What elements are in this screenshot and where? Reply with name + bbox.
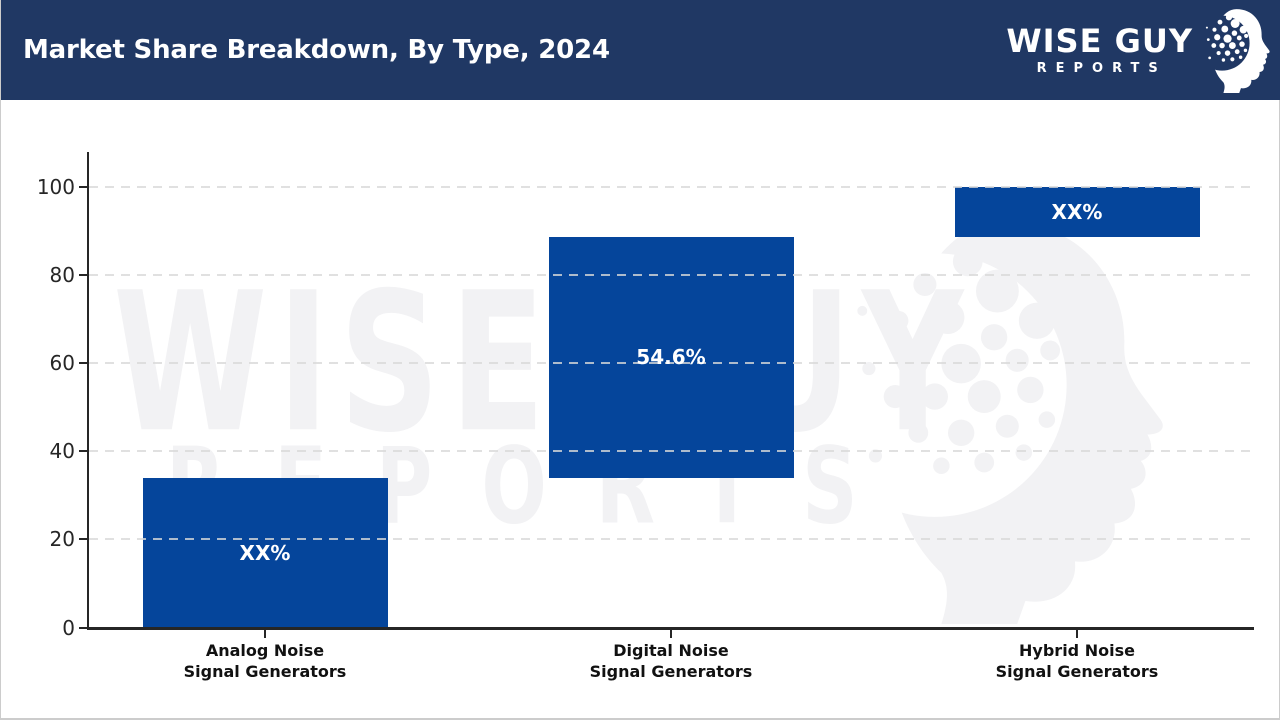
bar-segment [142, 477, 388, 628]
brand-logo: WISE GUY REPORTS [1006, 0, 1193, 100]
brand-logo-subtext: REPORTS [1036, 60, 1167, 76]
bar-value-label: 54.6% [636, 345, 706, 370]
y-tick-mark [79, 361, 87, 364]
bar-value-label: XX% [239, 540, 291, 565]
y-tick-mark [79, 626, 87, 629]
y-tick-label: 40 [49, 439, 75, 464]
bar-segment [548, 236, 794, 478]
x-tick-mark [670, 630, 672, 638]
gridline [89, 361, 1254, 364]
brand-head-icon [1205, 9, 1270, 93]
x-category-label: Analog Noise Signal Generators [105, 640, 425, 682]
x-category-line2: Signal Generators [589, 662, 753, 681]
x-category-line1: Hybrid Noise [1019, 641, 1135, 660]
x-tick-mark [264, 630, 266, 638]
y-tick-mark [79, 538, 87, 541]
x-tick-mark [1076, 630, 1078, 638]
y-tick-mark [79, 185, 87, 188]
gridline [89, 185, 1254, 188]
y-tick-label: 100 [36, 174, 75, 199]
y-tick-mark [79, 273, 87, 276]
y-tick-label: 80 [49, 262, 75, 287]
y-tick-label: 20 [49, 527, 75, 552]
x-category-line1: Analog Noise [205, 641, 325, 660]
y-tick-label: 60 [49, 350, 75, 375]
page-title: Market Share Breakdown, By Type, 2024 [23, 35, 610, 65]
bar-value-label: XX% [1051, 199, 1103, 224]
x-category-line2: Signal Generators [995, 662, 1159, 681]
gridline [89, 273, 1254, 276]
x-category-line1: Digital Noise [613, 641, 729, 660]
brand-logo-text: WISE GUY [1006, 21, 1193, 60]
y-tick-label: 0 [62, 615, 75, 640]
x-category-line2: Signal Generators [183, 662, 347, 681]
header-bar: Market Share Breakdown, By Type, 2024 WI… [1, 0, 1280, 100]
y-axis-line [87, 152, 89, 630]
x-category-label: Hybrid Noise Signal Generators [917, 640, 1237, 682]
gridline [89, 450, 1254, 453]
x-axis-line [87, 627, 1254, 630]
gridline [89, 538, 1254, 541]
y-tick-mark [79, 450, 87, 453]
x-category-label: Digital Noise Signal Generators [511, 640, 831, 682]
bar-segment [954, 186, 1200, 237]
